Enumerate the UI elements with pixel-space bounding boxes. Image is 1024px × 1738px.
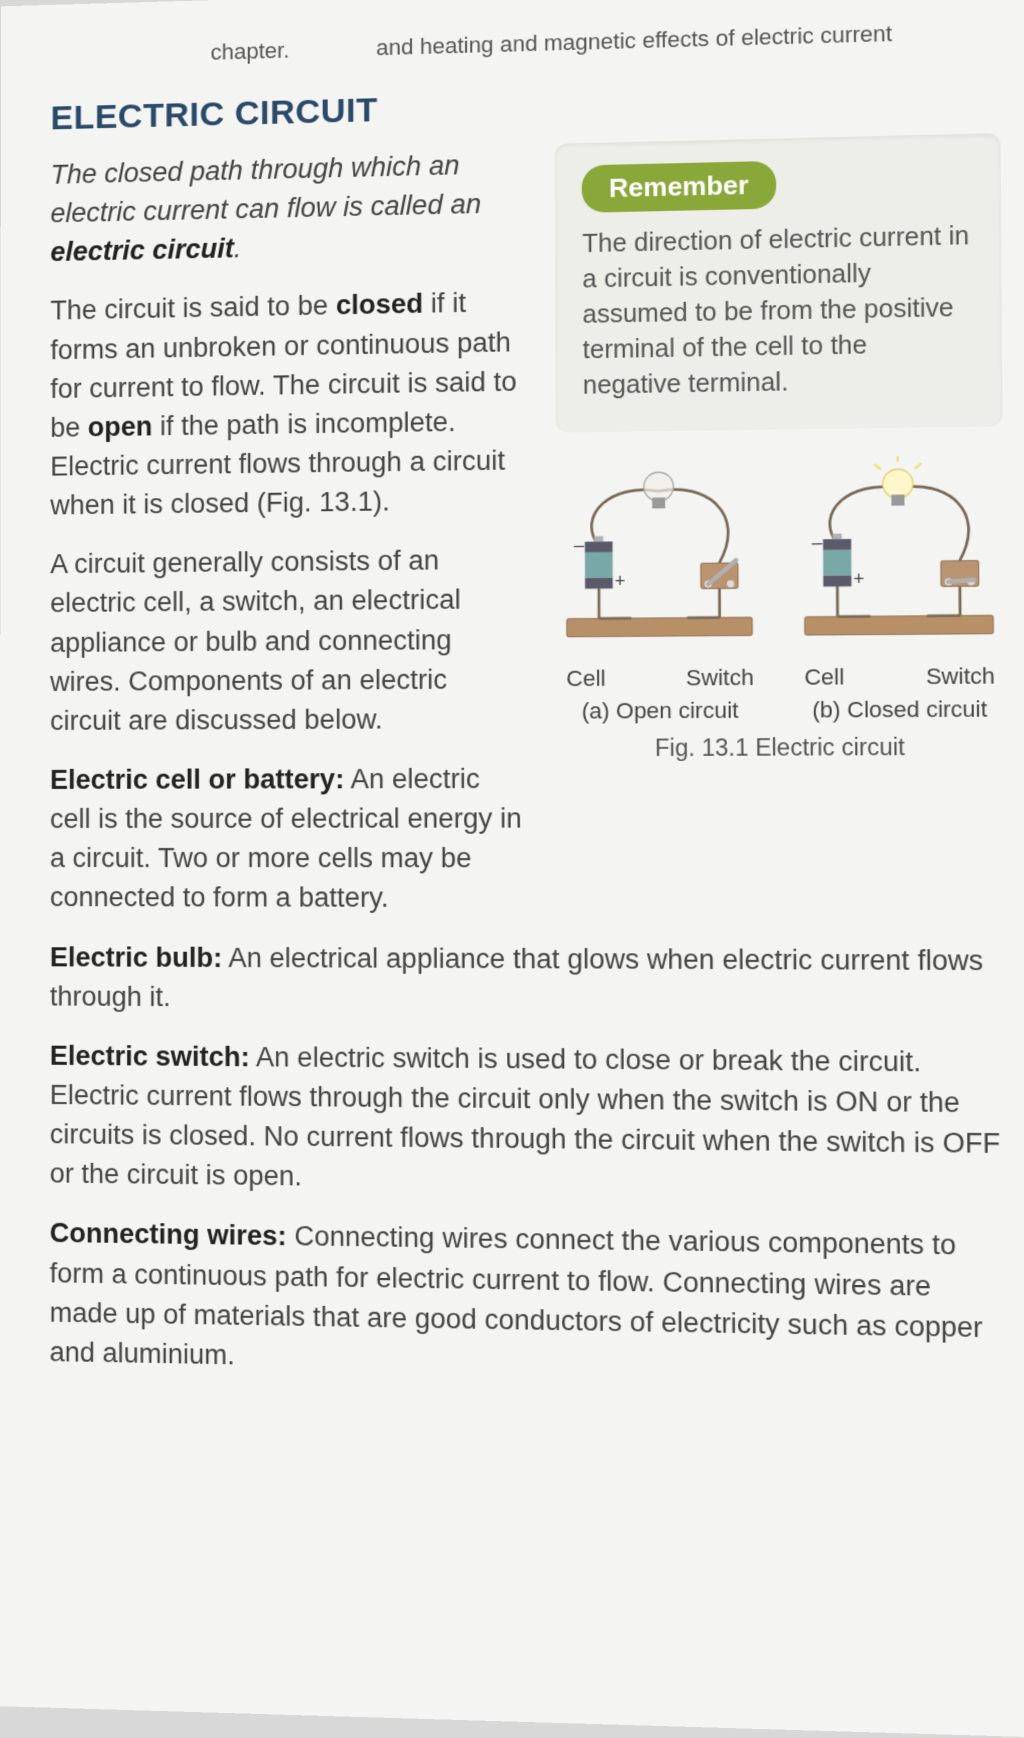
caption-b: (b) Closed circuit <box>812 696 987 724</box>
term-electric-switch: Electric switch: <box>50 1040 250 1072</box>
term-closed: closed <box>336 289 423 321</box>
minus-label: – <box>812 532 823 553</box>
figure-open-circuit: – + Cell Switch ( <box>557 458 762 724</box>
closed-open-paragraph: The circuit is said to be closed if it f… <box>50 283 525 526</box>
electric-switch-paragraph: Electric switch: An electric switch is u… <box>50 1036 1009 1205</box>
chapter-hint: chapter. <box>211 38 290 65</box>
left-column: The closed path through which an electri… <box>50 145 527 940</box>
term-electric-circuit: electric circuit <box>50 234 234 268</box>
cell-label: Cell <box>566 665 605 692</box>
connecting-wires-paragraph: Connecting wires: Connecting wires conne… <box>50 1214 1010 1390</box>
caption-a: (a) Open circuit <box>582 697 739 724</box>
section-title: ELECTRIC CIRCUIT <box>51 75 1001 138</box>
cell-label: Cell <box>804 664 844 691</box>
definition-paragraph: The closed path through which an electri… <box>50 145 524 273</box>
components-intro-paragraph: A circuit generally consists of an elect… <box>50 541 526 741</box>
remember-text: The direction of electric current in a c… <box>582 219 975 404</box>
right-column: Remember The direction of electric curre… <box>555 133 1005 787</box>
closed-circuit-svg: – + <box>795 455 1004 658</box>
text-fragment: . <box>234 234 242 264</box>
plus-label: + <box>853 568 864 589</box>
electric-cell-paragraph: Electric cell or battery: An electric ce… <box>50 759 527 918</box>
minus-label: – <box>574 534 585 555</box>
figure-row: – + Cell Switch ( <box>556 455 1005 725</box>
switch-label: Switch <box>926 663 995 690</box>
term-connecting-wires: Connecting wires: <box>50 1218 287 1252</box>
electric-bulb-paragraph: Electric bulb: An electrical appliance t… <box>50 938 1007 1022</box>
plus-label: + <box>615 570 626 591</box>
text-fragment: The circuit is said to be <box>50 291 335 326</box>
textbook-page: chapter. and heating and magnetic effect… <box>0 0 1024 1738</box>
open-circuit-svg: – + <box>557 458 762 659</box>
text-fragment: The closed path through which an electri… <box>50 150 481 228</box>
figure-closed-circuit: – + <box>795 455 1004 724</box>
remember-box: Remember The direction of electric curre… <box>555 133 1003 432</box>
term-open: open <box>88 411 153 442</box>
remember-pill: Remember <box>582 161 776 213</box>
layout-two-col: The closed path through which an electri… <box>50 133 1007 941</box>
figure-main-caption: Fig. 13.1 Electric circuit <box>557 733 1005 762</box>
switch-label: Switch <box>686 664 754 691</box>
term-electric-cell: Electric cell or battery: <box>50 764 344 795</box>
intro-tail: and heating and magnetic effects of elec… <box>376 21 892 60</box>
term-electric-bulb: Electric bulb: <box>50 942 222 973</box>
page-top-fragment: chapter. and heating and magnetic effect… <box>211 18 1000 66</box>
